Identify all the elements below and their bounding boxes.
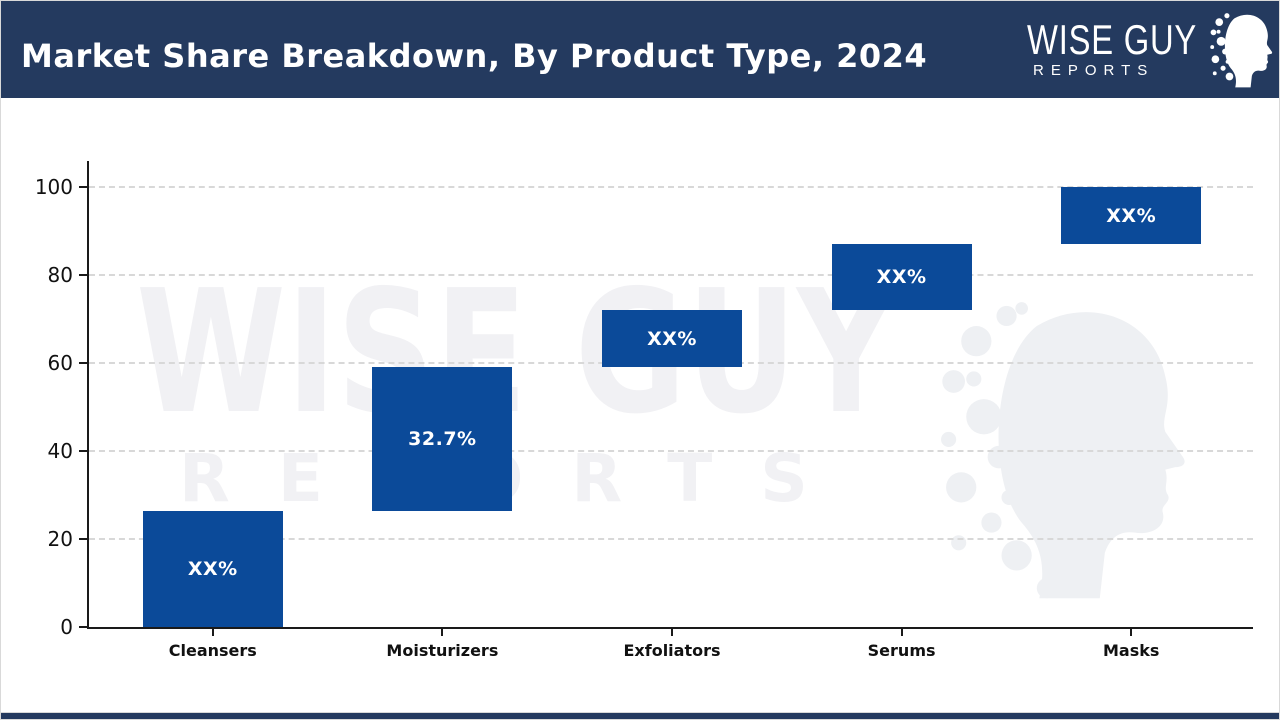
gridline-100 <box>89 186 1253 188</box>
logo-reports-text: REPORTS <box>1033 62 1155 79</box>
footer-bar <box>1 713 1279 719</box>
y-tick-80 <box>79 274 87 276</box>
x-tick-masks <box>1130 629 1133 636</box>
bar-value-label: 32.7% <box>408 428 477 451</box>
bar-serums: XX% <box>831 244 972 311</box>
x-tick-label-masks: Masks <box>1102 641 1160 660</box>
page-title: Market Share Breakdown, By Product Type,… <box>21 37 928 75</box>
bar-cleansers: XX% <box>142 511 283 627</box>
bar-value-label: XX% <box>1106 204 1157 227</box>
bar-exfoliators: XX% <box>602 310 742 368</box>
x-tick-cleansers <box>211 629 214 636</box>
watermark-head-icon <box>941 302 1185 599</box>
x-tick-serums <box>900 629 903 636</box>
bar-moisturizers: 32.7% <box>372 367 513 512</box>
y-tick-20 <box>79 538 87 540</box>
y-tick-label-60: 60 <box>47 351 73 375</box>
x-axis-line <box>87 627 1253 629</box>
y-tick-label-40: 40 <box>47 439 73 463</box>
bar-masks: XX% <box>1061 187 1202 245</box>
x-tick-exfoliators <box>671 629 673 636</box>
bar-value-label: XX% <box>647 327 697 350</box>
watermark-wise-guy-text: WISE GUY <box>136 254 896 452</box>
x-tick-label-exfoliators: Exfoliators <box>623 641 721 660</box>
y-tick-label-100: 100 <box>34 175 73 199</box>
logo-wise-guy-text: WISE GUY <box>1027 16 1198 63</box>
y-tick-40 <box>79 450 87 452</box>
logo-head-icon <box>1210 13 1273 88</box>
gridline-20 <box>89 538 1253 540</box>
y-tick-label-0: 0 <box>60 615 73 639</box>
x-tick-label-cleansers: Cleansers <box>168 641 257 660</box>
wise-guy-logo: WISE GUY REPORTS <box>1021 5 1273 95</box>
gridline-40 <box>89 450 1253 452</box>
y-tick-60 <box>79 362 87 364</box>
footer-divider <box>1 712 1279 713</box>
y-tick-label-80: 80 <box>47 263 73 287</box>
bar-value-label: XX% <box>876 266 927 289</box>
gridline-80 <box>89 274 1253 276</box>
x-tick-label-serums: Serums <box>867 641 936 660</box>
y-tick-label-20: 20 <box>47 527 73 551</box>
y-tick-0 <box>79 626 87 628</box>
header-bar: Market Share Breakdown, By Product Type,… <box>1 1 1279 98</box>
bar-value-label: XX% <box>187 558 238 581</box>
x-tick-moisturizers <box>441 629 444 636</box>
y-axis-line <box>87 161 89 629</box>
y-tick-100 <box>79 186 87 188</box>
x-tick-label-moisturizers: Moisturizers <box>386 641 499 660</box>
